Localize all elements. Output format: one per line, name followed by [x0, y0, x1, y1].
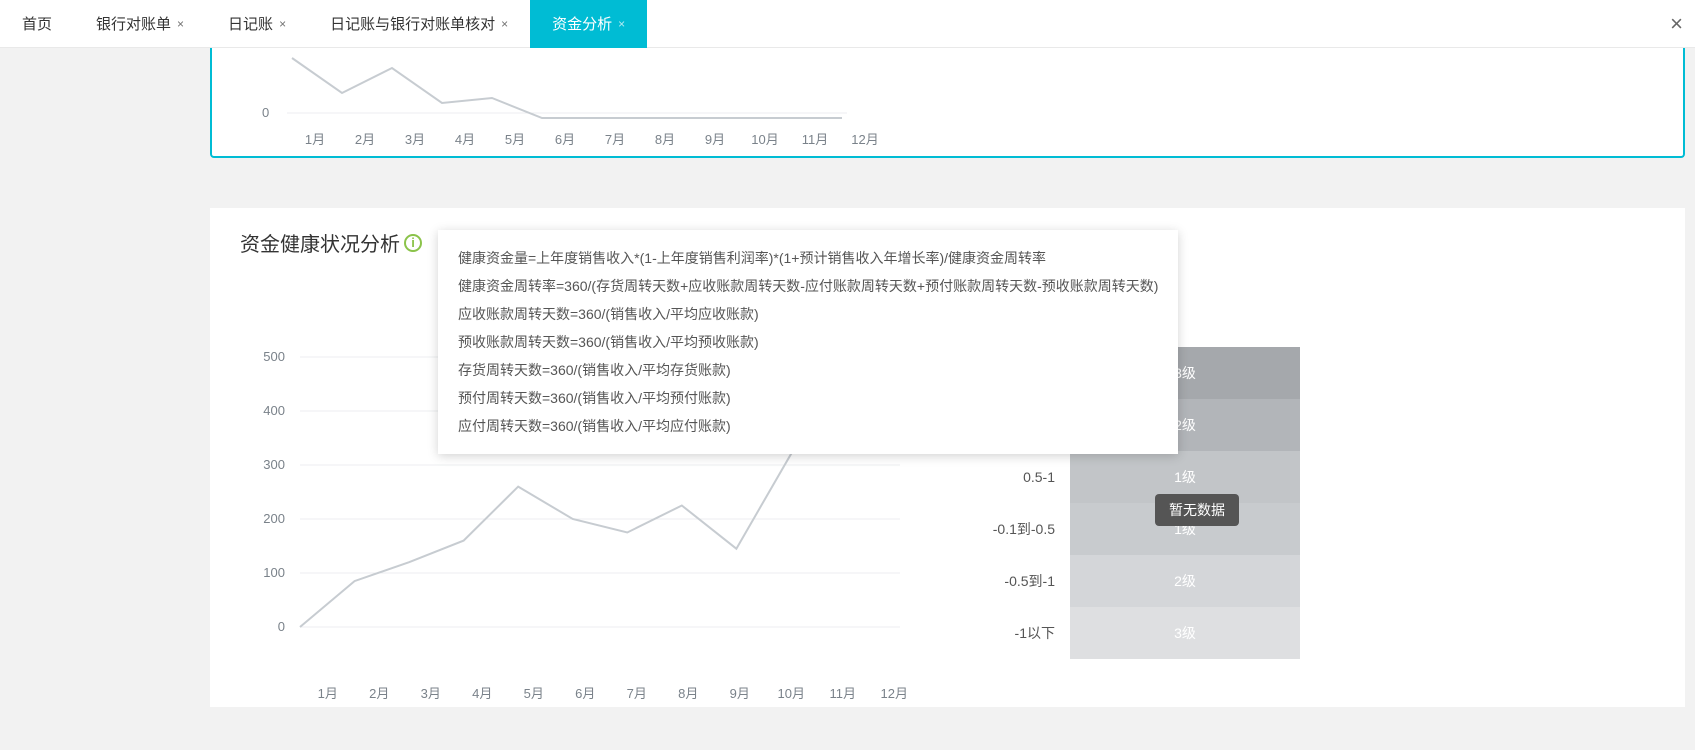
no-data-badge: 暂无数据 [1155, 494, 1239, 526]
x-tick-label: 11月 [790, 129, 840, 148]
level-row: -0.5到-12级 [960, 555, 1300, 607]
y-tick-label: 0 [262, 105, 269, 120]
tooltip-line: 应收账款周转天数=360/(销售收入/平均应收账款) [458, 300, 1158, 328]
x-tick-label: 6月 [560, 683, 612, 702]
tooltip-line: 存货周转天数=360/(销售收入/平均存货账款) [458, 356, 1158, 384]
tab-label: 首页 [22, 13, 52, 34]
x-tick-label: 4月 [440, 129, 490, 148]
level-range: -0.5到-1 [960, 571, 1070, 591]
x-tick-label: 8月 [640, 129, 690, 148]
level-range: 0.5-1 [960, 469, 1070, 485]
tooltip-line: 预付周转天数=360/(销售收入/平均预付账款) [458, 384, 1158, 412]
level-row: 0.5-11级 [960, 451, 1300, 503]
x-tick-label: 2月 [340, 129, 390, 148]
level-row: -0.1到-0.51级 [960, 503, 1300, 555]
section-title-text: 资金健康状况分析 [240, 228, 400, 257]
tab-label: 资金分析 [552, 13, 612, 34]
x-tick-label: 10月 [740, 129, 790, 148]
no-data-text: 暂无数据 [1169, 502, 1225, 518]
level-value: 3级 [1070, 607, 1300, 659]
x-tick-label: 10月 [766, 683, 818, 702]
tooltip-line: 预收账款周转天数=360/(销售收入/平均预收账款) [458, 328, 1158, 356]
y-tick-label: 200 [240, 511, 285, 526]
tab-home[interactable]: 首页 [0, 0, 74, 48]
tooltip-line: 健康资金周转率=360/(存货周转天数+应收账款周转天数-应付账款周转天数+预付… [458, 272, 1158, 300]
x-tick-label: 7月 [611, 683, 663, 702]
x-tick-label: 9月 [714, 683, 766, 702]
x-tick-label: 2月 [354, 683, 406, 702]
close-all-button[interactable]: × [1670, 11, 1683, 37]
close-icon[interactable]: × [177, 17, 184, 31]
tab-bar: 首页 银行对账单 × 日记账 × 日记账与银行对账单核对 × 资金分析 × × [0, 0, 1695, 48]
info-icon[interactable]: i [404, 234, 422, 252]
y-tick-label: 400 [240, 403, 285, 418]
info-tooltip: 健康资金量=上年度销售收入*(1-上年度销售利润率)*(1+预计销售收入年增长率… [438, 230, 1178, 454]
x-tick-label: 1月 [302, 683, 354, 702]
x-tick-label: 3月 [390, 129, 440, 148]
tab-journal[interactable]: 日记账 × [206, 0, 308, 48]
close-icon[interactable]: × [279, 17, 286, 31]
x-tick-label: 3月 [405, 683, 457, 702]
y-tick-label: 500 [240, 349, 285, 364]
x-tick-label: 8月 [663, 683, 715, 702]
x-tick-label: 4月 [457, 683, 509, 702]
tab-label: 日记账与银行对账单核对 [330, 13, 495, 34]
y-tick-label: 100 [240, 565, 285, 580]
x-tick-label: 1月 [290, 129, 340, 148]
tooltip-line: 应付周转天数=360/(销售收入/平均应付账款) [458, 412, 1158, 440]
tooltip-line: 健康资金量=上年度销售收入*(1-上年度销售利润率)*(1+预计销售收入年增长率… [458, 244, 1158, 272]
top-chart: 0 1月2月3月4月5月6月7月8月9月10月11月12月 [272, 48, 892, 148]
level-value: 2级 [1070, 555, 1300, 607]
tab-reconcile[interactable]: 日记账与银行对账单核对 × [308, 0, 530, 48]
level-row: -1以下3级 [960, 607, 1300, 659]
x-tick-label: 12月 [869, 683, 921, 702]
tab-fund-analysis[interactable]: 资金分析 × [530, 0, 647, 48]
x-tick-label: 9月 [690, 129, 740, 148]
x-tick-label: 7月 [590, 129, 640, 148]
top-chart-card: 0 1月2月3月4月5月6月7月8月9月10月11月12月 [210, 48, 1685, 158]
close-icon[interactable]: × [618, 17, 625, 31]
x-tick-label: 5月 [490, 129, 540, 148]
x-tick-label: 6月 [540, 129, 590, 148]
close-icon[interactable]: × [501, 17, 508, 31]
x-tick-label: 11月 [817, 683, 869, 702]
x-tick-label: 12月 [840, 129, 890, 148]
tab-bank-statement[interactable]: 银行对账单 × [74, 0, 206, 48]
y-tick-label: 300 [240, 457, 285, 472]
x-tick-label: 5月 [508, 683, 560, 702]
level-range: -0.1到-0.5 [960, 519, 1070, 539]
y-tick-label: 0 [240, 619, 285, 634]
tab-label: 银行对账单 [96, 13, 171, 34]
level-range: -1以下 [960, 623, 1070, 643]
tab-label: 日记账 [228, 13, 273, 34]
